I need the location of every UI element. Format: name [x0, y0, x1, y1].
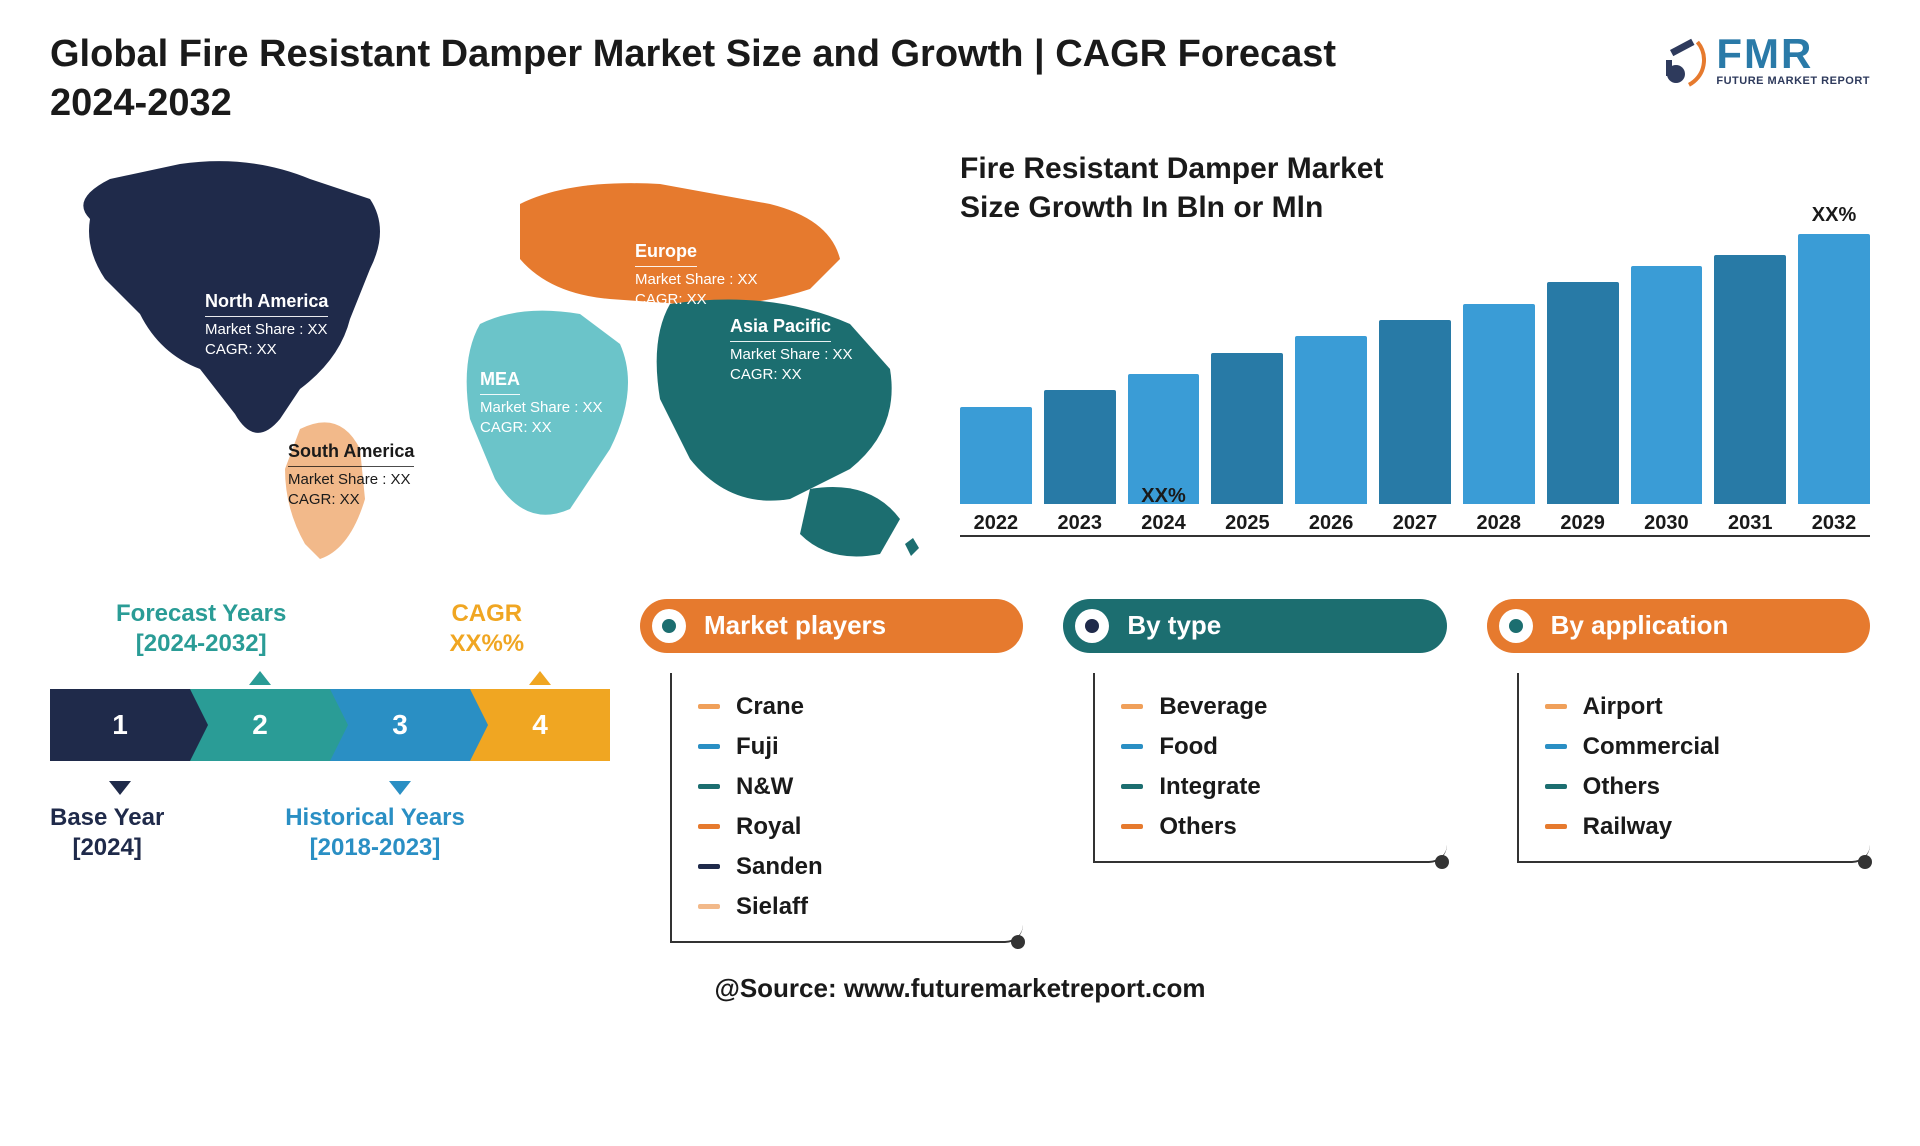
category-item: Beverage: [1121, 687, 1446, 727]
chevron-down-icon: [389, 781, 411, 795]
category-item-label: Railway: [1583, 813, 1672, 841]
tick-icon: [698, 904, 720, 909]
category-by-type: By type Beverage Food Integrate Others: [1063, 599, 1446, 943]
bar-2022: 2022: [960, 407, 1032, 535]
category-item: Sielaff: [698, 887, 1023, 927]
tick-icon: [698, 704, 720, 709]
tick-icon: [1545, 744, 1567, 749]
chart-title: Fire Resistant Damper Market Size Growth…: [960, 149, 1430, 227]
bar-2027: 2027: [1379, 320, 1451, 535]
bar-2032: XX%2032: [1798, 234, 1870, 535]
bullet-icon: [1499, 609, 1533, 643]
page-title: Global Fire Resistant Damper Market Size…: [50, 30, 1350, 129]
tick-icon: [1545, 784, 1567, 789]
category-item: Royal: [698, 807, 1023, 847]
chevron-down-icon: [109, 781, 131, 795]
timeline-label: Historical Years[2018-2023]: [285, 803, 465, 863]
category-item-label: Others: [1583, 773, 1660, 801]
bar-2031: 2031: [1714, 255, 1786, 534]
category-item: Railway: [1545, 807, 1870, 847]
region-label-mea: MEAMarket Share : XXCAGR: XX: [480, 367, 603, 439]
timeline-seg-4: 4: [470, 689, 610, 761]
bar-2024: XX%2024: [1128, 374, 1200, 535]
tick-icon: [698, 784, 720, 789]
bar-2023: 2023: [1044, 390, 1116, 534]
category-item: Commercial: [1545, 727, 1870, 767]
bullet-icon: [652, 609, 686, 643]
tick-icon: [1121, 824, 1143, 829]
region-label-north-america: North AmericaMarket Share : XXCAGR: XX: [205, 289, 328, 361]
category-header: By type: [1063, 599, 1446, 653]
category-item-label: Royal: [736, 813, 801, 841]
category-item-label: Airport: [1583, 693, 1663, 721]
growth-bar-chart: Fire Resistant Damper Market Size Growth…: [960, 149, 1870, 569]
tick-icon: [1121, 704, 1143, 709]
timeline-seg-1: 1: [50, 689, 190, 761]
category-item-label: Integrate: [1159, 773, 1260, 801]
tick-icon: [1121, 744, 1143, 749]
category-item-label: Commercial: [1583, 733, 1720, 761]
category-item-label: Fuji: [736, 733, 779, 761]
category-item: Sanden: [698, 847, 1023, 887]
category-item-label: Food: [1159, 733, 1218, 761]
category-title: By type: [1127, 610, 1221, 641]
tick-icon: [698, 744, 720, 749]
category-header: By application: [1487, 599, 1870, 653]
category-item-label: Beverage: [1159, 693, 1267, 721]
category-title: Market players: [704, 610, 886, 641]
category-item-label: Sanden: [736, 853, 823, 881]
bar-2025: 2025: [1211, 353, 1283, 535]
category-item-label: Crane: [736, 693, 804, 721]
category-list: Beverage Food Integrate Others: [1093, 673, 1446, 863]
logo-text-main: FMR: [1716, 33, 1870, 75]
category-item: Food: [1121, 727, 1446, 767]
category-item-label: N&W: [736, 773, 793, 801]
timeline-label: CAGRXX%%: [449, 599, 524, 659]
source-attribution: @Source: www.futuremarketreport.com: [50, 973, 1870, 1004]
category-list: Airport Commercial Others Railway: [1517, 673, 1870, 863]
brand-logo: FMR FUTURE MARKET REPORT: [1646, 30, 1870, 90]
tick-icon: [698, 864, 720, 869]
bar-2026: 2026: [1295, 336, 1367, 534]
bar-2030: 2030: [1631, 266, 1703, 535]
category-list: Crane Fuji N&W Royal Sanden Sielaff: [670, 673, 1023, 943]
timeline-label: Base Year[2024]: [50, 803, 164, 863]
timeline: Forecast Years[2024-2032] CAGRXX%% 1234 B…: [50, 599, 610, 901]
world-map: North AmericaMarket Share : XXCAGR: XX So…: [50, 149, 920, 569]
timeline-seg-3: 3: [330, 689, 470, 761]
category-item: Integrate: [1121, 767, 1446, 807]
region-label-europe: EuropeMarket Share : XXCAGR: XX: [635, 239, 758, 311]
category-item: Crane: [698, 687, 1023, 727]
telescope-icon: [1646, 30, 1706, 90]
category-by-application: By application Airport Commercial Others Rai…: [1487, 599, 1870, 943]
region-label-asia-pacific: Asia PacificMarket Share : XXCAGR: XX: [730, 314, 853, 386]
category-item: Others: [1545, 767, 1870, 807]
category-item-label: Others: [1159, 813, 1236, 841]
category-item: Airport: [1545, 687, 1870, 727]
category-item-label: Sielaff: [736, 893, 808, 921]
tick-icon: [698, 824, 720, 829]
bullet-icon: [1075, 609, 1109, 643]
chevron-up-icon: [529, 671, 551, 685]
region-label-south-america: South AmericaMarket Share : XXCAGR: XX: [288, 439, 414, 511]
timeline-label: Forecast Years[2024-2032]: [116, 599, 286, 659]
bar-2028: 2028: [1463, 304, 1535, 535]
tick-icon: [1545, 824, 1567, 829]
category-item: Fuji: [698, 727, 1023, 767]
tick-icon: [1545, 704, 1567, 709]
tick-icon: [1121, 784, 1143, 789]
logo-text-sub: FUTURE MARKET REPORT: [1716, 75, 1870, 87]
category-title: By application: [1551, 610, 1729, 641]
category-item: N&W: [698, 767, 1023, 807]
bar-2029: 2029: [1547, 282, 1619, 534]
category-header: Market players: [640, 599, 1023, 653]
timeline-seg-2: 2: [190, 689, 330, 761]
chevron-up-icon: [249, 671, 271, 685]
category-market-players: Market players Crane Fuji N&W Royal Sanden Sie…: [640, 599, 1023, 943]
category-item: Others: [1121, 807, 1446, 847]
